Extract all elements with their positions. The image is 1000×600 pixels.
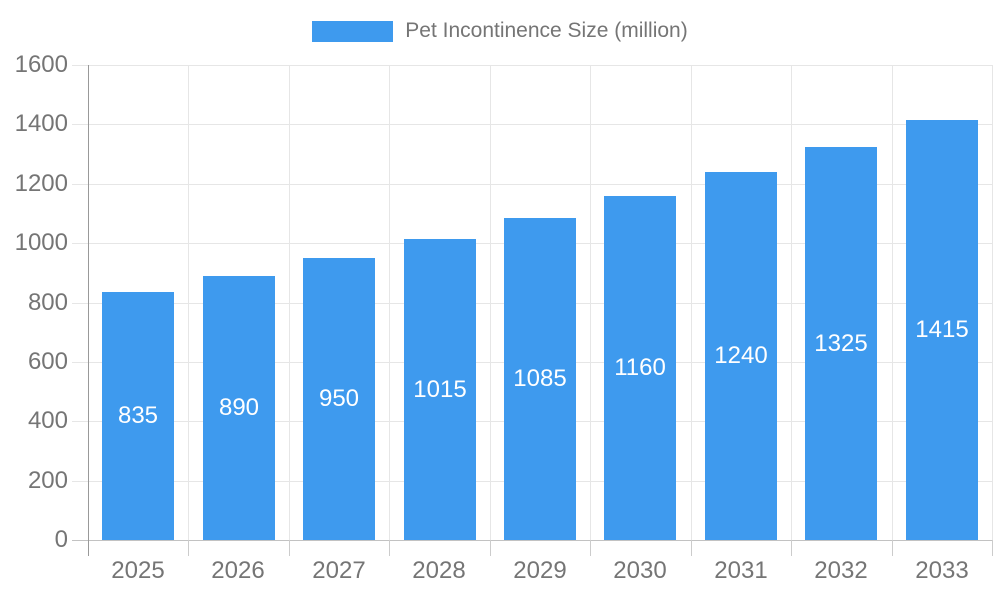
- bar-value-label: 1160: [614, 354, 666, 381]
- x-axis-tick-label: 2028: [412, 557, 466, 584]
- y-axis-tick-label: 1400: [14, 110, 68, 137]
- bar[interactable]: 1160: [604, 196, 676, 540]
- x-axis-tick: [992, 540, 993, 556]
- x-axis-tick: [289, 540, 290, 556]
- bar-value-label: 1015: [413, 375, 467, 403]
- y-axis-tick-label: 200: [27, 467, 68, 494]
- y-axis-tick-label: 1600: [14, 51, 68, 78]
- v-gridline: [791, 65, 792, 540]
- zero-gridline: [72, 540, 992, 541]
- x-axis-tick: [590, 540, 591, 556]
- x-axis-tick: [490, 540, 491, 556]
- v-gridline: [188, 65, 189, 540]
- bar-value-label: 1415: [915, 316, 969, 343]
- bar-value-label: 890: [218, 394, 260, 421]
- h-gridline: [72, 124, 992, 125]
- y-axis-line: [88, 65, 89, 556]
- bar[interactable]: 1015: [404, 239, 476, 540]
- legend-label: Pet Incontinence Size (million): [405, 19, 688, 42]
- y-axis-tick-label: 600: [27, 348, 68, 375]
- x-axis-tick: [188, 540, 189, 556]
- x-axis-tick-label: 2027: [312, 557, 366, 584]
- v-gridline: [490, 65, 491, 540]
- x-axis-tick: [892, 540, 893, 556]
- x-axis-tick-label: 2029: [513, 557, 567, 584]
- v-gridline: [892, 65, 893, 540]
- v-gridline: [691, 65, 692, 540]
- x-axis-tick: [791, 540, 792, 556]
- y-axis-tick-label: 1200: [14, 170, 68, 197]
- h-gridline: [72, 65, 992, 66]
- x-axis-tick-label: 2030: [613, 557, 667, 584]
- bar-value-label: 1085: [513, 365, 567, 392]
- bar-value-label: 950: [318, 385, 360, 412]
- x-axis-tick-label: 2031: [714, 557, 768, 584]
- v-gridline: [590, 65, 591, 540]
- x-axis-tick-label: 2032: [814, 557, 868, 584]
- legend-swatch: [312, 20, 394, 42]
- bar-value-label: 1240: [714, 342, 768, 369]
- bar[interactable]: 835: [102, 292, 174, 540]
- x-axis-tick-label: 2026: [211, 557, 265, 584]
- y-axis-tick-label: 0: [54, 526, 68, 553]
- x-axis-tick-label: 2033: [915, 557, 969, 584]
- v-gridline: [289, 65, 290, 540]
- y-axis-tick-label: 800: [27, 289, 68, 316]
- y-axis-tick-label: 400: [27, 407, 68, 434]
- h-gridline: [72, 184, 992, 185]
- bar-value-label: 835: [117, 402, 159, 429]
- v-gridline: [389, 65, 390, 540]
- bar[interactable]: 950: [303, 258, 375, 540]
- bar[interactable]: 1325: [805, 147, 877, 540]
- v-gridline: [992, 65, 993, 540]
- y-axis-tick-label: 1000: [14, 229, 68, 256]
- x-axis-tick: [389, 540, 390, 556]
- bar[interactable]: 1240: [705, 172, 777, 540]
- bar[interactable]: 1085: [504, 218, 576, 540]
- chart-legend[interactable]: Pet Incontinence Size (million): [0, 18, 1000, 44]
- bar[interactable]: 890: [203, 276, 275, 540]
- bar-value-label: 1325: [814, 329, 868, 357]
- x-axis-tick-label: 2025: [111, 557, 165, 584]
- x-axis-tick: [691, 540, 692, 556]
- bar[interactable]: 1415: [906, 120, 978, 540]
